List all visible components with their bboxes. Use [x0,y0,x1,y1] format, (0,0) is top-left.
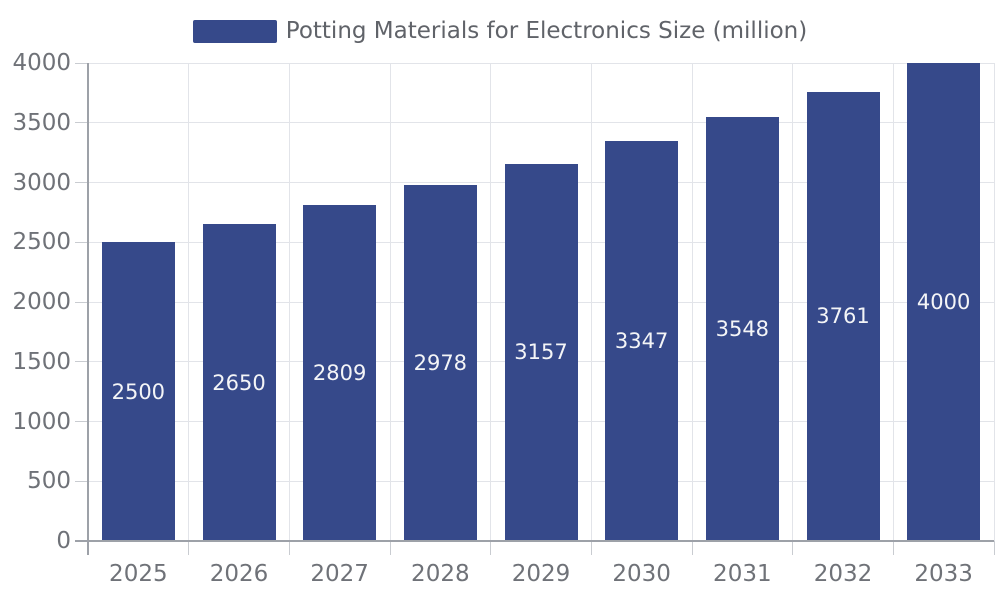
y-axis-tick [75,122,88,124]
x-gridline [188,63,190,541]
legend-swatch-icon [192,19,277,43]
y-tick-label: 0 [56,528,71,554]
y-tick-label: 2000 [12,289,71,315]
bar-value-label: 2500 [111,379,166,404]
x-gridline [792,63,794,541]
y-tick-label: 3000 [12,169,71,196]
x-gridline [993,63,995,541]
x-gridline [288,63,290,541]
y-tick-label: 1500 [12,348,71,375]
x-tick-label: 2025 [109,561,168,587]
bar-2026[interactable] [202,224,276,541]
y-gridline [88,122,994,124]
y-axis-tick [75,480,88,482]
x-axis-tick [590,541,592,555]
bar-2032[interactable] [806,91,880,541]
y-gridline [88,62,994,64]
x-tick-label: 2032 [813,561,873,587]
x-tick-label: 2028 [411,561,470,587]
bar-2025[interactable] [101,242,175,541]
y-tick-label: 500 [27,468,71,495]
x-tick-label: 2031 [713,561,772,587]
y-axis-tick [75,301,88,303]
bar-value-label: 4000 [916,290,971,314]
x-axis-tick [288,541,290,555]
x-tick-label: 2033 [914,561,973,587]
x-axis-tick [892,541,894,555]
bar-2033[interactable] [907,63,981,541]
x-tick-label: 2030 [612,561,671,587]
y-tick-label: 1000 [12,408,71,435]
x-tick-label: 2029 [511,561,571,587]
bar-2027[interactable] [303,205,377,541]
bar-value-label: 3548 [715,317,770,341]
x-axis-tick [188,541,190,555]
x-gridline [691,63,693,541]
bar-value-label: 2978 [413,351,468,376]
y-axis-tick [75,361,88,363]
y-axis-tick [75,421,88,422]
bar-value-label: 3157 [514,340,568,365]
y-axis-tick [75,182,88,183]
y-axis-tick [75,62,88,64]
x-axis-line [75,540,994,542]
y-tick-label: 3500 [12,109,71,136]
y-tick-label: 4000 [12,50,71,76]
bar-2029[interactable] [504,163,578,541]
x-tick-label: 2026 [209,561,269,587]
x-axis-tick [490,541,492,555]
y-axis-line [87,63,89,555]
x-axis-tick [389,541,391,555]
x-gridline [389,63,391,541]
x-tick-label: 2027 [310,561,369,587]
x-axis-tick [792,541,794,555]
x-axis-tick [691,541,693,555]
bar-2030[interactable] [605,141,679,541]
chart-legend[interactable]: Potting Materials for Electronics Size (… [0,19,1000,43]
x-gridline [892,63,894,541]
y-axis-tick [75,241,88,243]
bar-2028[interactable] [403,185,477,541]
y-tick-label: 2500 [12,229,71,256]
bar-value-label: 2650 [212,370,266,395]
bar-value-label: 2809 [312,361,367,386]
x-axis-tick [993,541,995,555]
legend-label: Potting Materials for Electronics Size (… [285,18,808,44]
bar-2031[interactable] [705,117,779,541]
bar-value-label: 3347 [614,329,669,354]
bar-value-label: 3761 [816,304,870,329]
x-gridline [590,63,592,541]
x-gridline [490,63,492,541]
